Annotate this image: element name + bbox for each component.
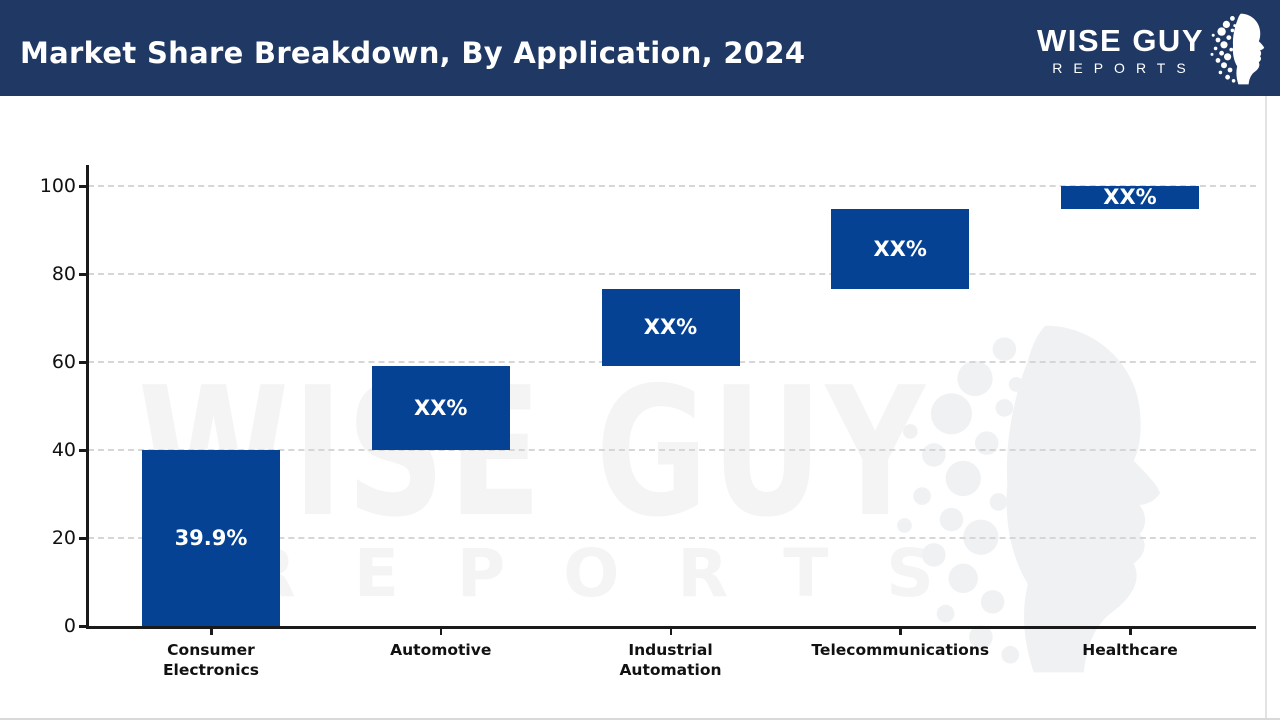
- bar-automotive: XX%: [371, 366, 510, 451]
- x-tick-mark: [669, 626, 672, 635]
- y-tick-label: 60: [51, 351, 76, 373]
- y-tick-mark: [79, 361, 88, 364]
- y-tick-label: 100: [39, 175, 76, 197]
- y-axis-line: [86, 165, 89, 629]
- y-tick-label: 20: [51, 527, 76, 549]
- page-right-border: [1265, 96, 1267, 718]
- y-tick-label: 80: [51, 263, 76, 285]
- y-tick-label: 0: [63, 615, 76, 637]
- logo-wordmark: WISE GUY: [1036, 22, 1204, 58]
- x-tick-mark: [210, 626, 213, 635]
- wiseguy-logo-text: WISE GUY REPORTS: [1037, 23, 1204, 76]
- x-category-label: Industrial Automation: [619, 641, 722, 679]
- x-category-label: Automotive: [390, 641, 492, 659]
- bar-telecommunications: XX%: [831, 208, 970, 290]
- bar-value-label: XX%: [1103, 184, 1157, 209]
- x-category-label: Consumer Electronics: [162, 641, 260, 679]
- bar-value-label: XX%: [643, 315, 698, 340]
- logo-subtext: REPORTS: [1052, 59, 1197, 76]
- y-tick-label: 40: [51, 439, 76, 461]
- wiseguy-logo: WISE GUY REPORTS: [1037, 8, 1266, 90]
- x-category-label: Healthcare: [1082, 641, 1178, 659]
- grid-line: [88, 185, 1256, 187]
- y-tick-mark: [79, 449, 88, 452]
- x-axis-line: [86, 626, 1256, 629]
- y-tick-mark: [79, 185, 88, 188]
- y-tick-mark: [79, 625, 88, 628]
- x-tick-mark: [439, 626, 443, 635]
- bar-value-label: XX%: [414, 395, 468, 420]
- bar-industrial-automation: XX%: [601, 289, 740, 367]
- y-tick-mark: [79, 273, 88, 276]
- grid-line: [88, 449, 1256, 451]
- x-category-label: Telecommunications: [811, 641, 990, 659]
- header: Market Share Breakdown, By Application, …: [0, 0, 1280, 96]
- bar-value-label: XX%: [873, 236, 927, 261]
- bar-healthcare: XX%: [1061, 186, 1199, 209]
- page-bottom-border: [0, 718, 1280, 720]
- page-title: Market Share Breakdown, By Application, …: [20, 36, 806, 70]
- bar-consumer-electronics: 39.9%: [142, 450, 280, 626]
- bar-value-label: 39.9%: [174, 525, 248, 550]
- y-tick-mark: [79, 537, 88, 540]
- grid-line: [88, 537, 1256, 539]
- grid-line: [88, 273, 1256, 275]
